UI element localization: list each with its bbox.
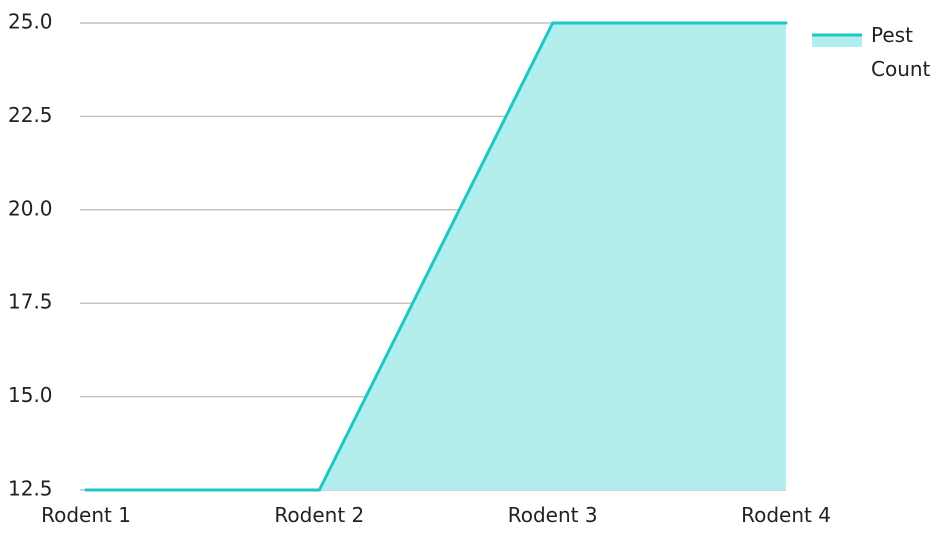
y-tick-label: 17.5 bbox=[8, 290, 53, 314]
x-tick-label: Rodent 4 bbox=[741, 503, 831, 527]
legend-label-line2: Count bbox=[871, 57, 931, 81]
y-axis: 12.5 15.0 17.5 20.0 22.5 25.0 bbox=[8, 10, 53, 501]
x-axis: Rodent 1 Rodent 2 Rodent 3 Rodent 4 bbox=[41, 503, 831, 527]
x-tick-label: Rodent 2 bbox=[274, 503, 364, 527]
y-tick-label: 20.0 bbox=[8, 196, 53, 220]
y-tick-label: 15.0 bbox=[8, 383, 53, 407]
y-tick-label: 12.5 bbox=[8, 477, 53, 501]
x-tick-label: Rodent 1 bbox=[41, 503, 131, 527]
x-tick-label: Rodent 3 bbox=[508, 503, 598, 527]
y-tick-label: 25.0 bbox=[8, 10, 53, 34]
legend: Pest Count bbox=[812, 23, 931, 81]
legend-label-line1: Pest bbox=[871, 23, 913, 47]
y-tick-label: 22.5 bbox=[8, 103, 53, 127]
plot-area bbox=[86, 23, 786, 490]
